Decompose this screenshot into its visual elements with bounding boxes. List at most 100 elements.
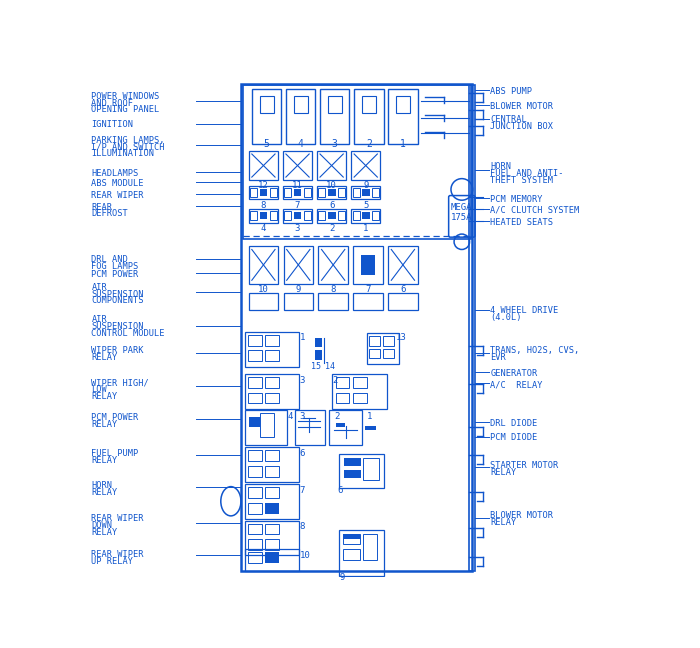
- Bar: [328, 212, 335, 220]
- Bar: [248, 503, 262, 514]
- Text: FOG LAMPS: FOG LAMPS: [92, 262, 139, 271]
- Bar: [284, 211, 291, 220]
- Text: UP RELAY: UP RELAY: [92, 557, 134, 566]
- Text: COMPONENTS: COMPONENTS: [92, 296, 144, 305]
- Bar: [242, 86, 471, 240]
- Text: RELAY: RELAY: [92, 420, 118, 428]
- Text: 4: 4: [298, 139, 304, 149]
- Bar: [354, 246, 383, 284]
- Bar: [335, 422, 345, 427]
- Bar: [245, 332, 299, 367]
- Bar: [284, 188, 291, 197]
- Text: 10: 10: [326, 181, 337, 190]
- Bar: [248, 351, 262, 361]
- Text: PARKING LAMPS,: PARKING LAMPS,: [92, 135, 165, 145]
- Bar: [353, 377, 367, 388]
- Bar: [338, 188, 345, 197]
- Bar: [248, 524, 262, 535]
- Bar: [389, 89, 418, 144]
- Text: (4.0L): (4.0L): [491, 312, 522, 321]
- Text: DOWN: DOWN: [92, 521, 113, 530]
- Text: A/C CLUTCH SYSTEM: A/C CLUTCH SYSTEM: [491, 205, 580, 214]
- Text: ABS MODULE: ABS MODULE: [92, 179, 144, 189]
- Bar: [328, 97, 342, 113]
- Bar: [252, 89, 281, 144]
- Text: OPENING PANEL: OPENING PANEL: [92, 106, 160, 115]
- Text: 6: 6: [329, 201, 335, 210]
- Text: AND ROOF: AND ROOF: [92, 98, 134, 108]
- Text: RELAY: RELAY: [491, 468, 517, 477]
- Text: 14: 14: [326, 362, 335, 371]
- Bar: [328, 189, 335, 196]
- Text: 6: 6: [400, 285, 405, 294]
- Text: MEGA: MEGA: [451, 203, 473, 213]
- Text: CONTROL MODULE: CONTROL MODULE: [92, 329, 165, 338]
- Text: 8: 8: [300, 522, 305, 531]
- Bar: [248, 417, 260, 427]
- Bar: [344, 458, 361, 466]
- Bar: [369, 336, 379, 346]
- Bar: [284, 246, 313, 284]
- Text: 13: 13: [396, 334, 407, 342]
- Text: RELAY: RELAY: [92, 456, 118, 465]
- Text: 4: 4: [260, 224, 266, 233]
- Bar: [294, 212, 302, 220]
- Text: 10: 10: [258, 285, 269, 294]
- Text: HORN: HORN: [491, 163, 512, 172]
- Text: 6: 6: [337, 486, 342, 495]
- Bar: [469, 86, 475, 570]
- Text: HEADLAMPS: HEADLAMPS: [92, 168, 139, 178]
- Text: 10: 10: [300, 551, 311, 559]
- Text: 1: 1: [400, 139, 406, 149]
- Text: 8: 8: [260, 201, 266, 210]
- Text: I/P AND SWITCH: I/P AND SWITCH: [92, 143, 165, 152]
- Bar: [265, 393, 279, 404]
- Text: 2: 2: [329, 224, 335, 233]
- Bar: [294, 189, 302, 196]
- Bar: [265, 377, 279, 388]
- Text: 1: 1: [363, 224, 368, 233]
- Text: 7: 7: [295, 201, 300, 210]
- Text: 2: 2: [334, 412, 340, 421]
- Text: A/C  RELAY: A/C RELAY: [491, 380, 543, 389]
- Bar: [372, 188, 379, 197]
- Bar: [344, 470, 361, 478]
- Bar: [372, 211, 379, 220]
- Text: 9: 9: [340, 573, 344, 582]
- Bar: [245, 484, 299, 519]
- Bar: [320, 89, 349, 144]
- Text: IGNITION: IGNITION: [92, 120, 134, 129]
- Bar: [315, 338, 321, 347]
- Bar: [318, 294, 348, 310]
- Text: STARTER MOTOR: STARTER MOTOR: [491, 461, 559, 470]
- Bar: [335, 377, 349, 388]
- Bar: [284, 294, 313, 310]
- Text: TRANS, HO2S, CVS,: TRANS, HO2S, CVS,: [491, 346, 580, 354]
- Bar: [241, 84, 472, 570]
- Text: HEATED SEATS: HEATED SEATS: [491, 218, 554, 227]
- Bar: [265, 351, 279, 361]
- Bar: [315, 351, 321, 360]
- Bar: [245, 549, 299, 570]
- Bar: [363, 533, 377, 560]
- Bar: [265, 552, 279, 563]
- Bar: [270, 211, 276, 220]
- Bar: [338, 211, 345, 220]
- Text: WIPER HIGH/: WIPER HIGH/: [92, 378, 149, 387]
- Text: 11: 11: [292, 181, 303, 190]
- Text: DRL AND: DRL AND: [92, 255, 128, 264]
- Bar: [317, 151, 346, 180]
- Bar: [248, 377, 262, 388]
- Text: 3: 3: [295, 224, 300, 233]
- Bar: [365, 426, 376, 430]
- Text: 3: 3: [300, 376, 305, 385]
- Bar: [351, 185, 381, 200]
- Bar: [318, 246, 348, 284]
- Bar: [283, 185, 312, 200]
- Bar: [343, 535, 360, 539]
- Bar: [283, 209, 312, 222]
- Bar: [248, 185, 278, 200]
- Text: 7: 7: [300, 486, 305, 495]
- Text: REAR WIPER: REAR WIPER: [92, 550, 144, 559]
- Text: 15: 15: [312, 362, 321, 371]
